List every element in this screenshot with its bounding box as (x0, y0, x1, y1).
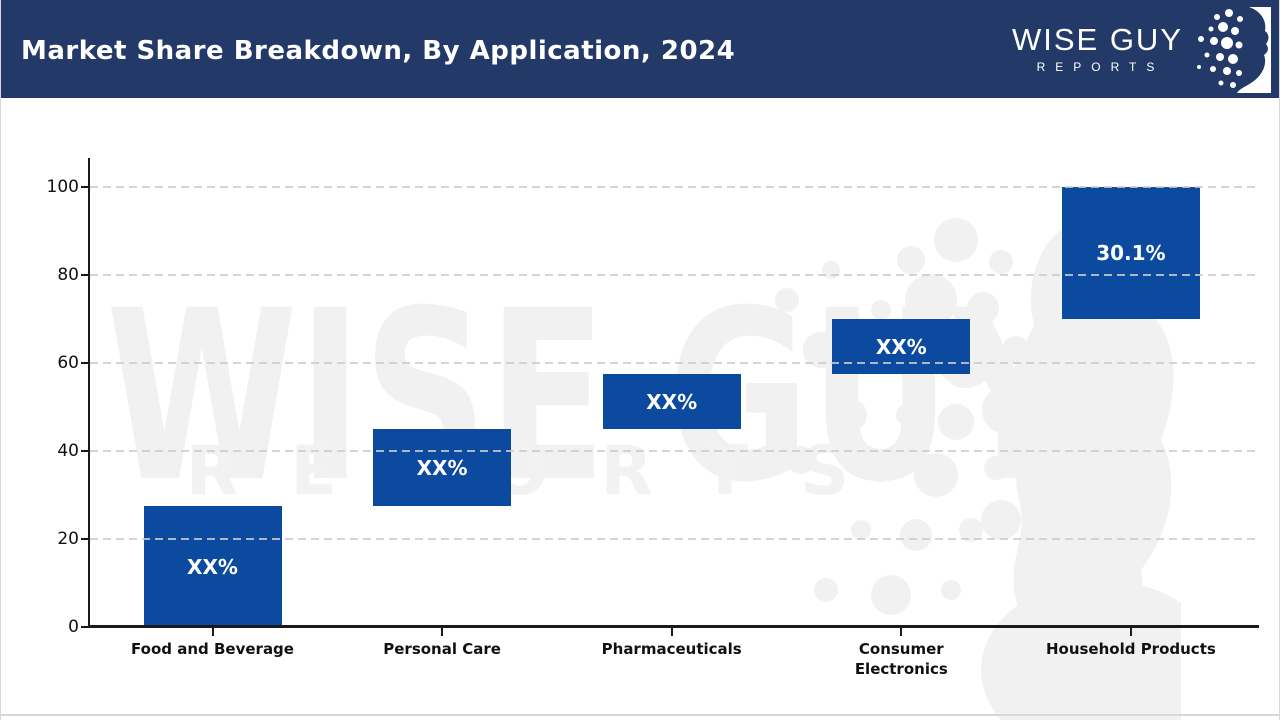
x-category-label: Personal Care (383, 640, 501, 658)
x-axis-line (88, 625, 1259, 628)
wiseguy-face-icon (1197, 7, 1271, 93)
x-category-label: Pharmaceuticals (601, 640, 742, 658)
chart-bar: XX% (602, 374, 741, 429)
x-tick (900, 628, 903, 636)
bar-value-label: XX% (416, 455, 468, 480)
x-category-label: Consumer Electronics (854, 640, 948, 679)
y-tick-label: 60 (57, 353, 79, 373)
bar-value-label: XX% (875, 334, 927, 359)
logo-wordmark: WISE GUY (1011, 22, 1183, 57)
header-bar: Market Share Breakdown, By Application, … (1, 0, 1279, 98)
y-tick-label: 0 (68, 617, 79, 637)
y-tick (81, 626, 89, 628)
chart-bar: 30.1% (1061, 187, 1200, 320)
logo-subtext: REPORTS (1036, 60, 1165, 74)
y-tick (81, 450, 89, 452)
logo-text: WISE GUY REPORTS (1012, 23, 1183, 75)
bar-value-label: XX% (646, 389, 698, 414)
y-tick (81, 362, 89, 364)
y-axis-line (88, 158, 90, 628)
gridline (90, 362, 1257, 364)
watermark-subtext: REPORTS (186, 432, 902, 511)
bar-value-label: 30.1% (1096, 241, 1166, 266)
y-tick-label: 20 (57, 529, 79, 549)
x-tick (670, 628, 673, 636)
gridline (90, 274, 1257, 276)
wiseguy-logo: WISE GUY REPORTS (1012, 0, 1271, 98)
bar-value-label: XX% (187, 554, 238, 579)
chart-bar: XX% (143, 506, 282, 627)
gridline (90, 450, 1257, 452)
y-tick-label: 40 (57, 441, 79, 461)
x-category-label: Household Products (1045, 640, 1216, 658)
y-tick (81, 538, 89, 540)
y-tick (81, 186, 89, 188)
watermark-face-icon (775, 218, 1181, 720)
bottom-divider (1, 714, 1279, 716)
chart-title: Market Share Breakdown, By Application, … (21, 36, 736, 66)
x-tick (211, 628, 214, 636)
x-tick (1129, 628, 1132, 636)
chart-bar: XX% (373, 429, 512, 506)
y-tick-label: 80 (57, 265, 79, 285)
chart-bar: XX% (832, 319, 971, 374)
gridline (90, 186, 1257, 188)
y-tick (81, 274, 89, 276)
y-tick-label: 100 (46, 177, 79, 197)
x-tick (441, 628, 444, 636)
gridline (90, 538, 1257, 540)
x-category-label: Food and Beverage (131, 640, 294, 658)
